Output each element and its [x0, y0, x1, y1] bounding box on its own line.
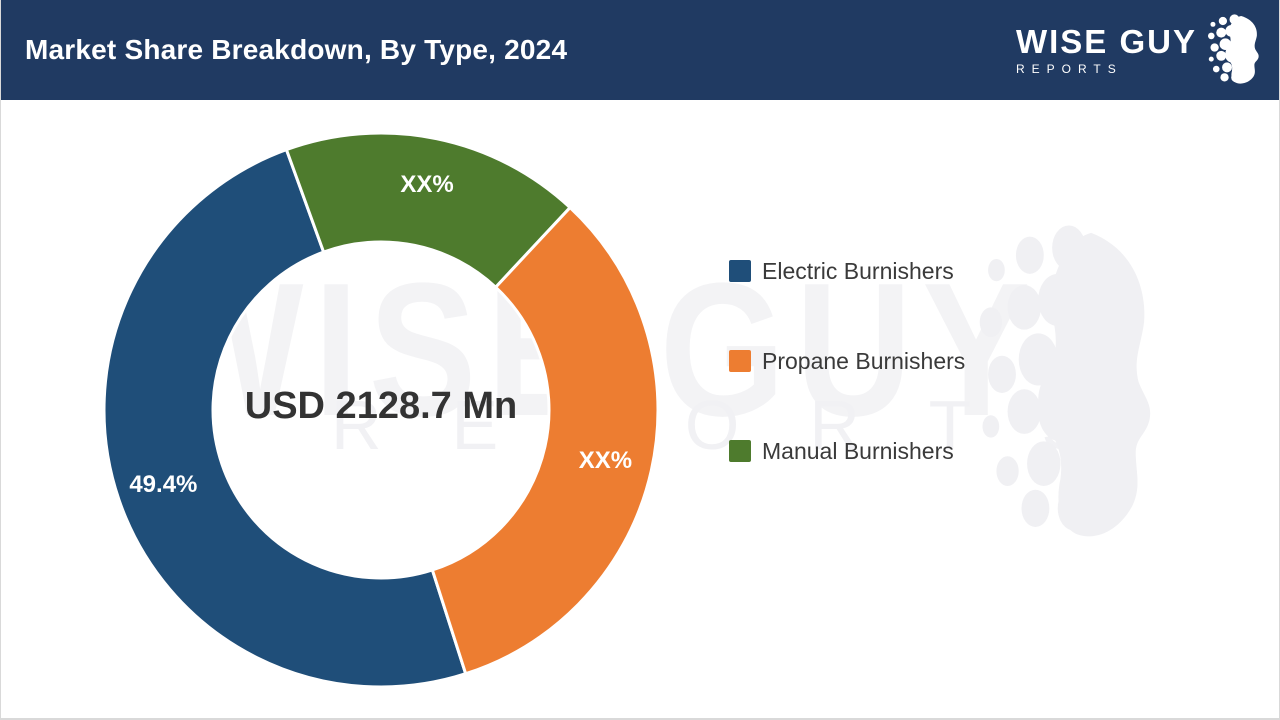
- logo-subtext: REPORTS: [1015, 61, 1123, 76]
- legend-swatch-electric: [729, 260, 751, 282]
- legend-swatch-manual: [729, 440, 751, 462]
- logo-wordmark: WISE GUY: [1015, 22, 1197, 60]
- logo-face-icon: [1207, 14, 1259, 84]
- segment-label: XX%: [400, 171, 453, 198]
- donut-segment-propane-burnishers: [430, 206, 660, 676]
- donut-chart: 49.4% XX% XX%: [102, 131, 660, 689]
- watermark-subtext: REPORTS: [331, 386, 1159, 464]
- legend-item-manual-burnishers: Manual Burnishers: [729, 437, 965, 465]
- legend-swatch-propane: [729, 350, 751, 372]
- donut-segment-electric-burnishers: [102, 148, 468, 689]
- page-title: Market Share Breakdown, By Type, 2024: [25, 34, 568, 65]
- legend: Electric Burnishers Propane Burnishers M…: [729, 257, 965, 527]
- watermark-face-icon: [979, 225, 1151, 537]
- segment-label: 49.4%: [129, 471, 197, 498]
- legend-item-electric-burnishers: Electric Burnishers: [729, 257, 965, 285]
- legend-label: Propane Burnishers: [762, 347, 966, 374]
- header: Market Share Breakdown, By Type, 2024 WI…: [1, 0, 1279, 100]
- legend-label: Electric Burnishers: [762, 257, 954, 284]
- legend-item-propane-burnishers: Propane Burnishers: [729, 347, 965, 375]
- legend-label: Manual Burnishers: [762, 437, 954, 464]
- chart-area: WISE GUY REPORTS 49.4% XX% XX% USD 2128.7 …: [1, 100, 1280, 720]
- donut-center-value: USD 2128.7 Mn: [244, 385, 518, 427]
- wiseguy-logo: WISE GUY REPORTS: [1016, 10, 1261, 90]
- segment-label: XX%: [579, 447, 632, 474]
